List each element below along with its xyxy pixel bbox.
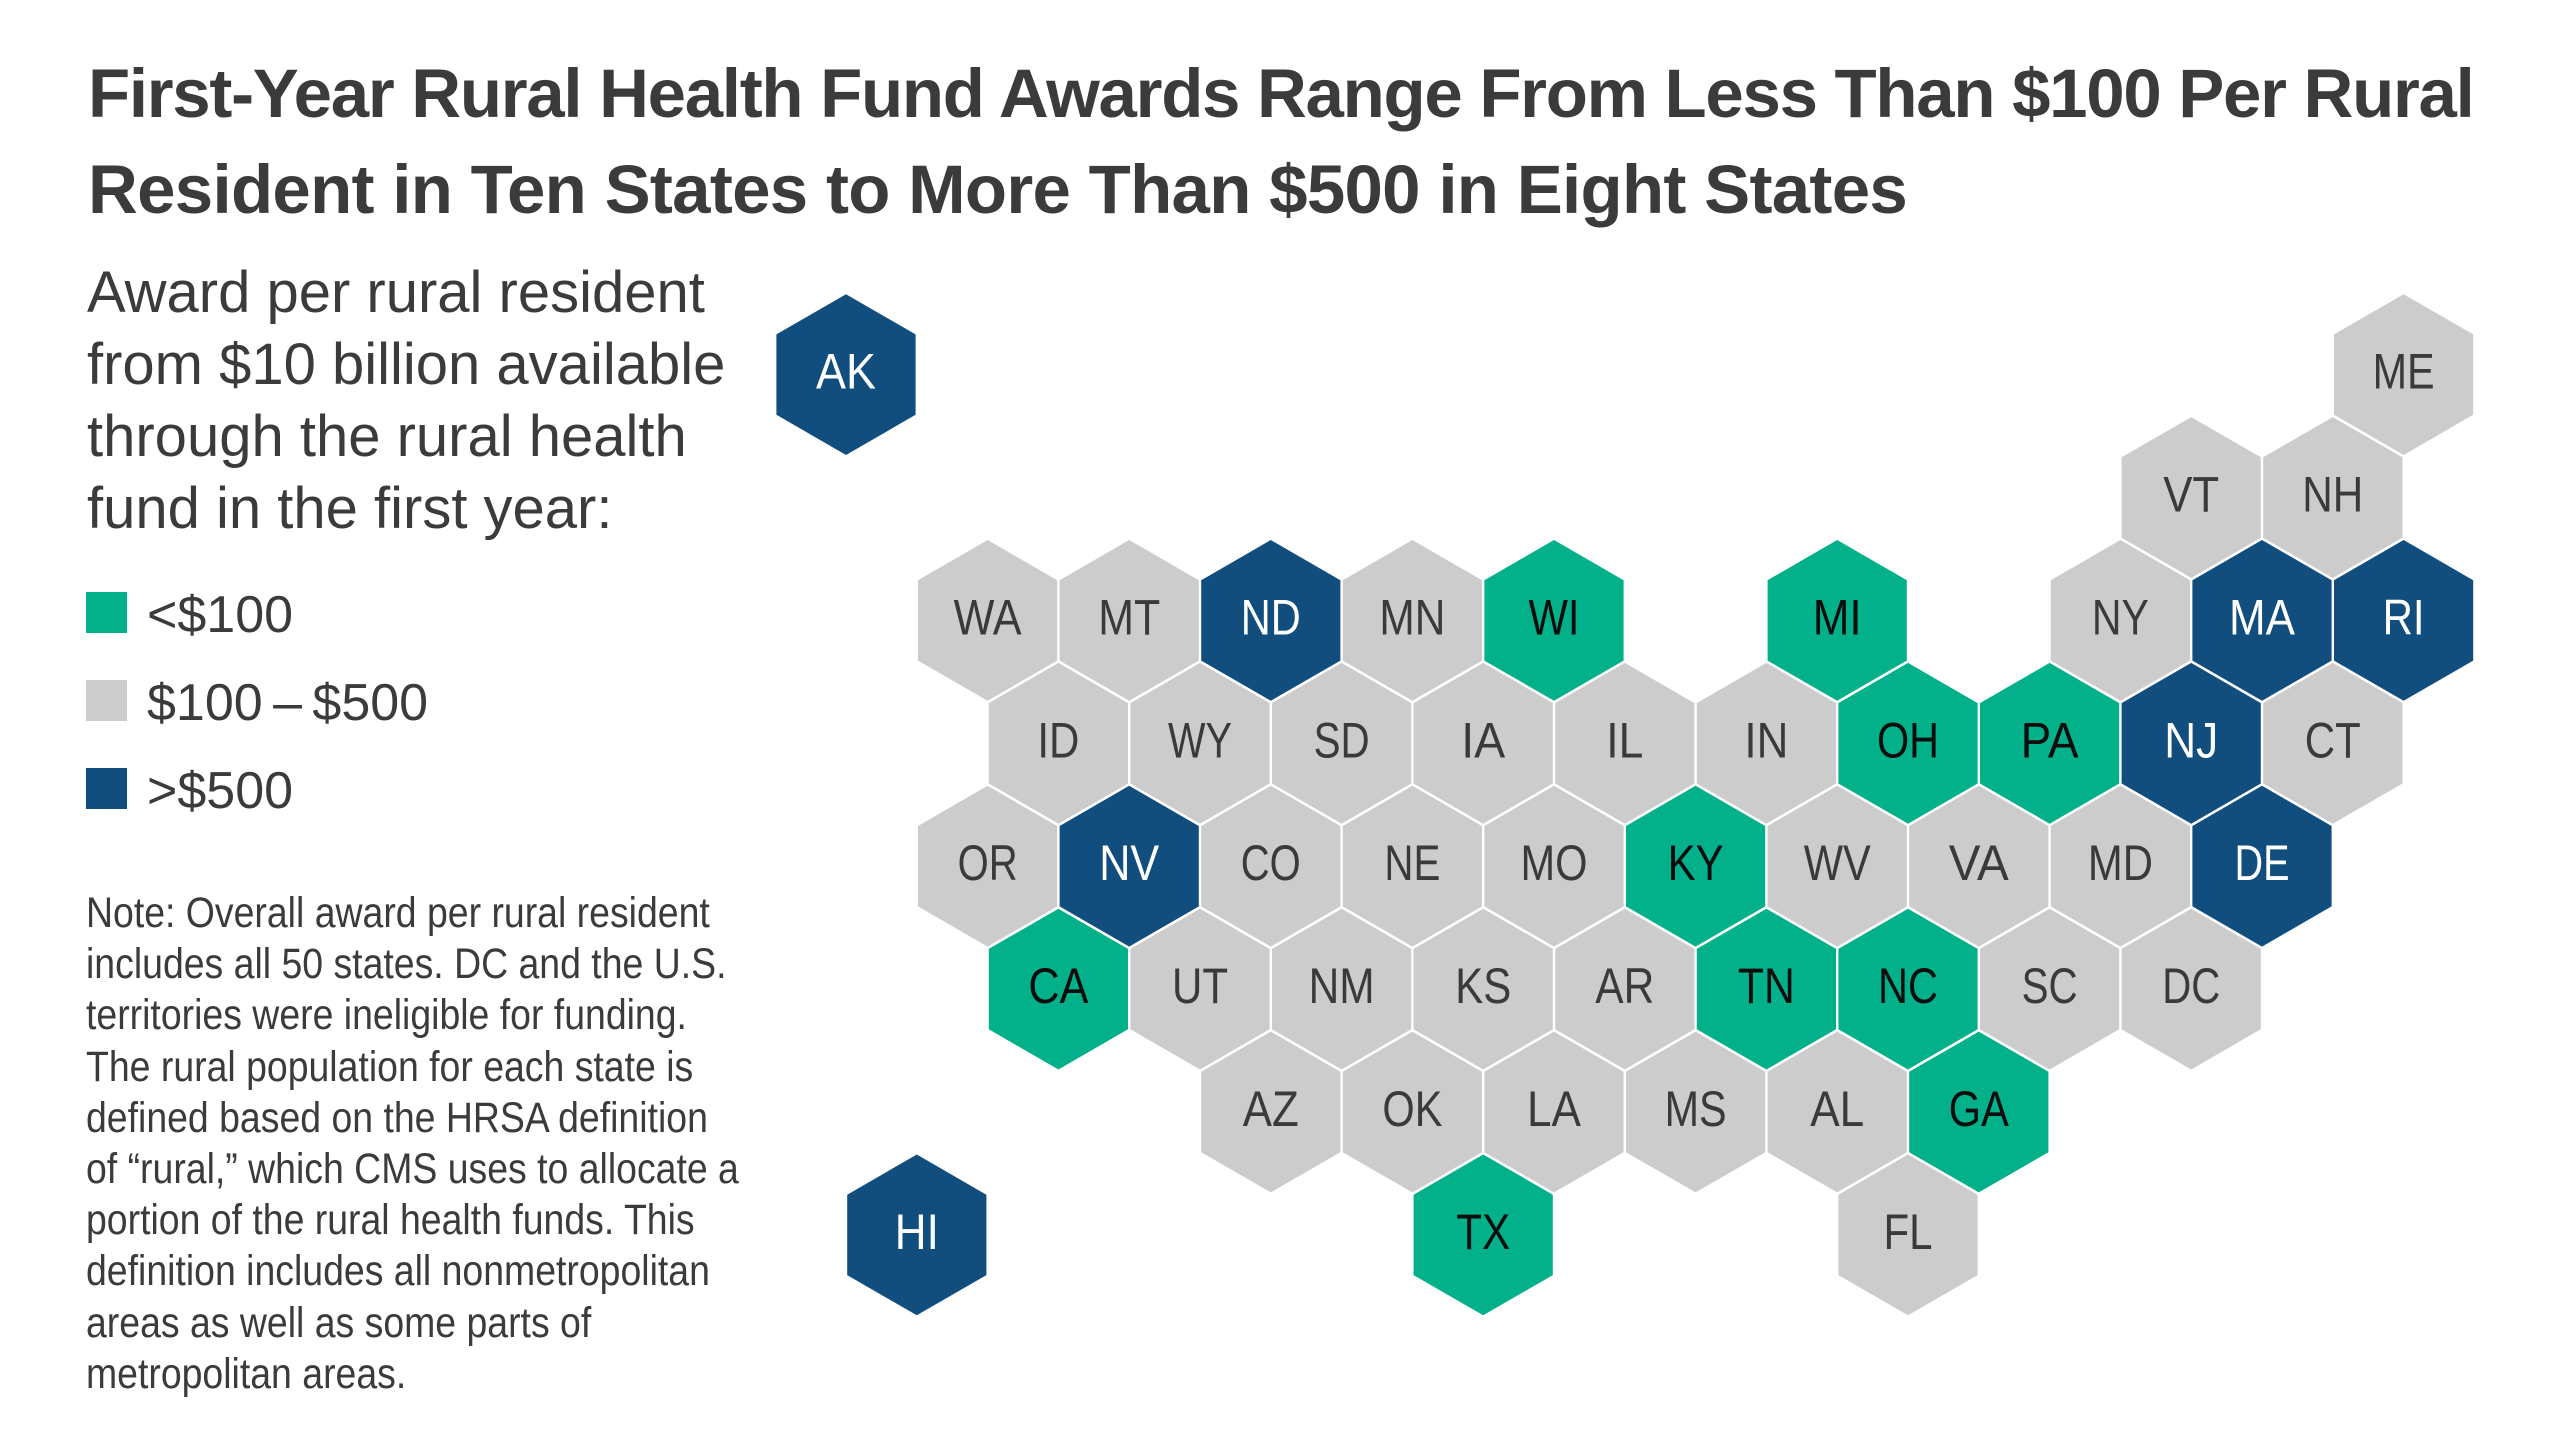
svg-text:NC: NC	[1878, 958, 1938, 1014]
svg-text:WY: WY	[1168, 712, 1232, 768]
svg-text:LA: LA	[1527, 1081, 1582, 1137]
svg-text:CO: CO	[1241, 835, 1301, 891]
svg-text:FL: FL	[1884, 1204, 1933, 1260]
svg-text:OR: OR	[958, 835, 1018, 891]
svg-text:PA: PA	[2021, 712, 2080, 768]
svg-text:DC: DC	[2162, 958, 2220, 1014]
svg-text:KS: KS	[1455, 958, 1511, 1014]
svg-text:CA: CA	[1028, 958, 1089, 1014]
svg-text:OK: OK	[1382, 1081, 1442, 1137]
svg-text:NY: NY	[2092, 589, 2149, 645]
svg-text:IL: IL	[1606, 712, 1643, 768]
svg-text:WA: WA	[954, 589, 1023, 645]
svg-text:VA: VA	[1949, 835, 2010, 891]
svg-text:MI: MI	[1813, 589, 1862, 645]
svg-text:ID: ID	[1037, 712, 1079, 768]
svg-text:NM: NM	[1309, 958, 1375, 1014]
svg-text:CT: CT	[2305, 712, 2361, 768]
svg-text:MO: MO	[1521, 835, 1588, 891]
svg-text:NV: NV	[1099, 835, 1160, 891]
svg-text:NH: NH	[2302, 467, 2363, 523]
svg-text:RI: RI	[2383, 589, 2425, 645]
svg-text:NJ: NJ	[2164, 712, 2218, 768]
svg-text:ME: ME	[2373, 344, 2435, 400]
svg-text:VT: VT	[2163, 467, 2219, 523]
svg-text:AZ: AZ	[1243, 1081, 1299, 1137]
svg-text:NE: NE	[1384, 835, 1440, 891]
svg-text:OH: OH	[1877, 712, 1939, 768]
svg-text:MN: MN	[1379, 589, 1445, 645]
svg-text:IA: IA	[1461, 712, 1506, 768]
svg-text:MS: MS	[1665, 1081, 1727, 1137]
svg-text:TX: TX	[1456, 1204, 1510, 1260]
svg-text:DE: DE	[2235, 835, 2290, 891]
svg-text:MT: MT	[1098, 589, 1160, 645]
svg-text:WI: WI	[1529, 589, 1580, 645]
svg-text:KY: KY	[1668, 835, 1724, 891]
svg-text:GA: GA	[1949, 1081, 2010, 1137]
svg-text:WV: WV	[1804, 835, 1872, 891]
svg-text:IN: IN	[1744, 712, 1788, 768]
svg-text:ND: ND	[1241, 589, 1301, 645]
svg-text:MA: MA	[2229, 589, 2296, 645]
svg-text:UT: UT	[1172, 958, 1228, 1014]
svg-text:AR: AR	[1595, 958, 1654, 1014]
svg-text:MD: MD	[2088, 835, 2153, 891]
svg-text:SD: SD	[1314, 712, 1370, 768]
svg-text:TN: TN	[1738, 958, 1795, 1014]
svg-text:SC: SC	[2022, 958, 2078, 1014]
svg-text:AL: AL	[1810, 1081, 1864, 1137]
svg-text:AK: AK	[816, 344, 876, 400]
svg-text:HI: HI	[895, 1204, 939, 1260]
